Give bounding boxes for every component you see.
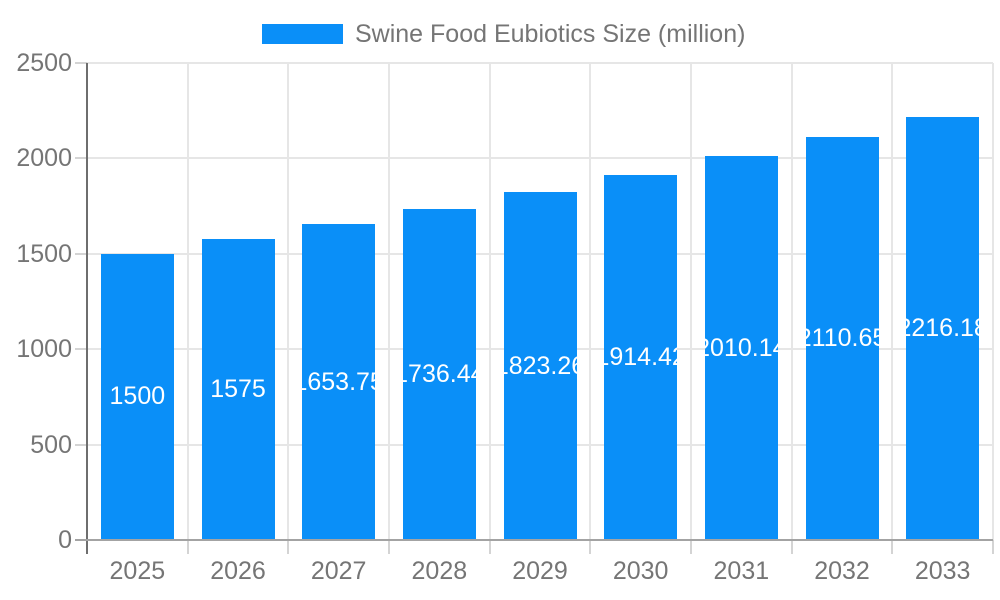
bar-2025[interactable]: 1500 xyxy=(100,253,174,540)
y-axis-tick xyxy=(75,443,87,446)
bar-value-label: 1914.42 xyxy=(604,342,677,371)
x-axis-label-2030: 2030 xyxy=(612,557,669,585)
gridline-vertical xyxy=(287,63,290,540)
bar-2033[interactable]: 2216.18 xyxy=(906,117,980,540)
bar-2026[interactable]: 1575 xyxy=(201,239,275,540)
x-axis-label-2032: 2032 xyxy=(814,557,870,585)
y-axis-line xyxy=(86,63,88,554)
x-axis-label-2027: 2027 xyxy=(310,557,367,585)
x-axis-label-2025: 2025 xyxy=(109,557,166,585)
bar-2032[interactable]: 2110.65 xyxy=(805,137,879,540)
y-axis-label: 0 xyxy=(58,526,72,554)
gridline-vertical xyxy=(891,63,894,540)
bar-value-label: 2110.65 xyxy=(806,324,879,353)
bar-2027[interactable]: 1653.75 xyxy=(302,224,376,540)
gridline-vertical xyxy=(488,63,491,540)
bar-value-label: 1736.44 xyxy=(403,359,476,388)
y-axis-label: 2000 xyxy=(16,144,72,173)
bar-2028[interactable]: 1736.44 xyxy=(402,208,476,540)
gridline-vertical xyxy=(992,63,994,540)
x-axis-tick xyxy=(690,540,692,554)
gridline-vertical xyxy=(388,63,390,540)
x-axis-tick xyxy=(287,540,290,554)
bar-2031[interactable]: 2010.14 xyxy=(704,156,778,540)
gridline-horizontal xyxy=(87,62,993,64)
bar-value-label: 2010.14 xyxy=(705,333,778,362)
y-axis-label: 1000 xyxy=(16,335,72,364)
y-axis-tick xyxy=(75,348,87,351)
y-axis-label: 2500 xyxy=(16,49,72,77)
bar-value-label: 1500 xyxy=(109,382,166,411)
gridline-vertical xyxy=(186,63,189,540)
x-axis-label-2028: 2028 xyxy=(411,557,468,585)
x-axis-baseline xyxy=(75,539,993,541)
gridline-vertical xyxy=(589,63,592,540)
bar-value-label: 1575 xyxy=(210,375,266,404)
x-axis-tick xyxy=(388,540,390,554)
bar-2029[interactable]: 1823.26 xyxy=(503,192,577,540)
gridline-horizontal xyxy=(87,157,993,160)
bar-2030[interactable]: 1914.42 xyxy=(604,174,678,540)
x-axis-label-2033: 2033 xyxy=(914,557,971,585)
x-axis-label-2031: 2031 xyxy=(713,557,770,585)
y-axis-tick xyxy=(75,252,87,255)
bar-value-label: 2216.18 xyxy=(906,314,979,343)
legend-label: Swine Food Eubiotics Size (million) xyxy=(355,20,746,48)
x-axis-tick xyxy=(488,540,491,554)
x-axis-tick xyxy=(891,540,894,554)
bar-value-label: 1653.75 xyxy=(302,367,375,396)
x-axis-tick xyxy=(589,540,592,554)
gridline-vertical xyxy=(790,63,793,540)
y-axis-tick xyxy=(75,62,87,64)
x-axis-tick xyxy=(992,540,994,554)
y-axis-label: 1500 xyxy=(16,239,72,268)
legend-swatch xyxy=(262,24,343,44)
x-axis-label-2029: 2029 xyxy=(512,557,568,585)
legend: Swine Food Eubiotics Size (million) xyxy=(0,0,1000,60)
y-axis-label: 500 xyxy=(30,430,72,459)
x-axis-tick xyxy=(790,540,793,554)
y-axis-tick xyxy=(75,157,87,160)
x-axis-tick xyxy=(186,540,189,554)
bar-value-label: 1823.26 xyxy=(504,351,577,380)
x-axis-label-2026: 2026 xyxy=(210,557,266,585)
gridline-vertical xyxy=(690,63,692,540)
